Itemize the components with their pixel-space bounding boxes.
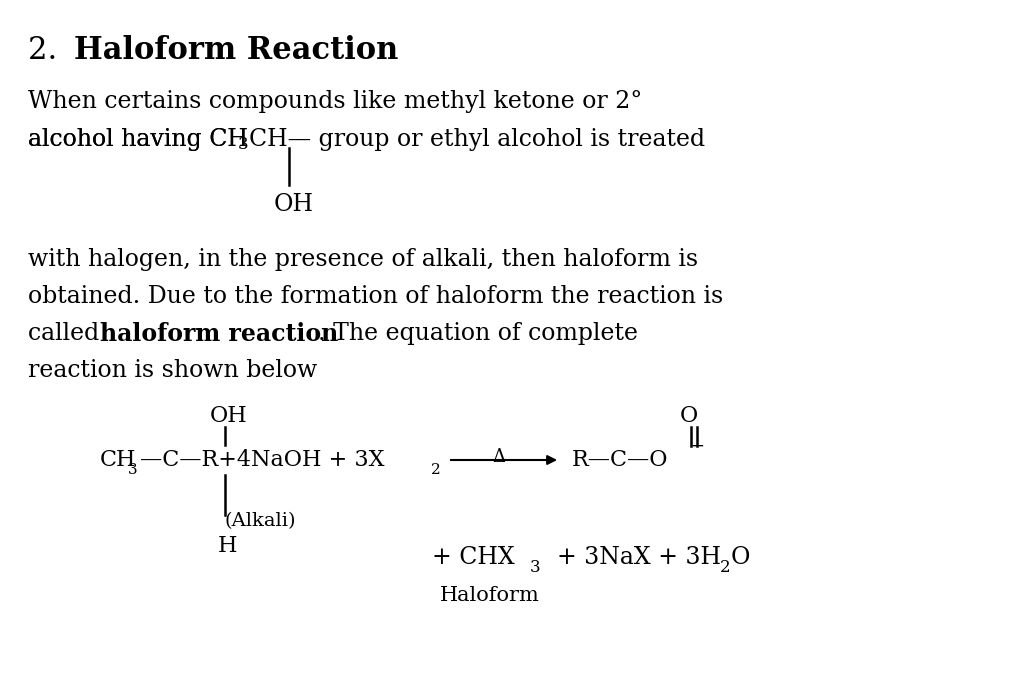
Text: OH: OH [274,193,314,216]
Text: Haloform Reaction: Haloform Reaction [74,35,398,66]
Text: —C—R+4NaOH + 3X: —C—R+4NaOH + 3X [140,449,384,471]
Text: called: called [28,322,106,345]
Text: 3: 3 [530,559,541,577]
Text: 2: 2 [720,559,731,577]
Text: R—C—O: R—C—O [572,449,669,471]
Text: O: O [680,405,698,427]
Text: 3: 3 [128,463,137,477]
Text: . The equation of complete: . The equation of complete [318,322,638,345]
Text: + 3NaX + 3H: + 3NaX + 3H [542,547,721,570]
Text: alcohol having CH: alcohol having CH [28,128,248,151]
Text: −: − [690,438,703,454]
Text: 2: 2 [431,463,440,477]
Text: (Alkali): (Alkali) [225,512,297,530]
Text: CH: CH [100,449,136,471]
Text: alcohol having CH: alcohol having CH [28,128,248,151]
Text: reaction is shown below: reaction is shown below [28,359,317,382]
Text: with halogen, in the presence of alkali, then haloform is: with halogen, in the presence of alkali,… [28,248,698,271]
Text: + CHX: + CHX [432,547,515,570]
Text: O: O [731,547,751,570]
Text: H: H [218,535,238,557]
Text: haloform reaction: haloform reaction [100,322,338,346]
Text: When certains compounds like methyl ketone or 2°: When certains compounds like methyl keto… [28,90,642,113]
Text: 3: 3 [238,136,249,153]
Text: obtained. Due to the formation of haloform the reaction is: obtained. Due to the formation of halofo… [28,285,723,308]
Text: Δ: Δ [493,448,506,466]
Text: 2.: 2. [28,35,67,66]
Text: CH— group or ethyl alcohol is treated: CH— group or ethyl alcohol is treated [249,128,706,151]
Text: OH: OH [210,405,248,427]
Text: Haloform: Haloform [440,586,540,605]
